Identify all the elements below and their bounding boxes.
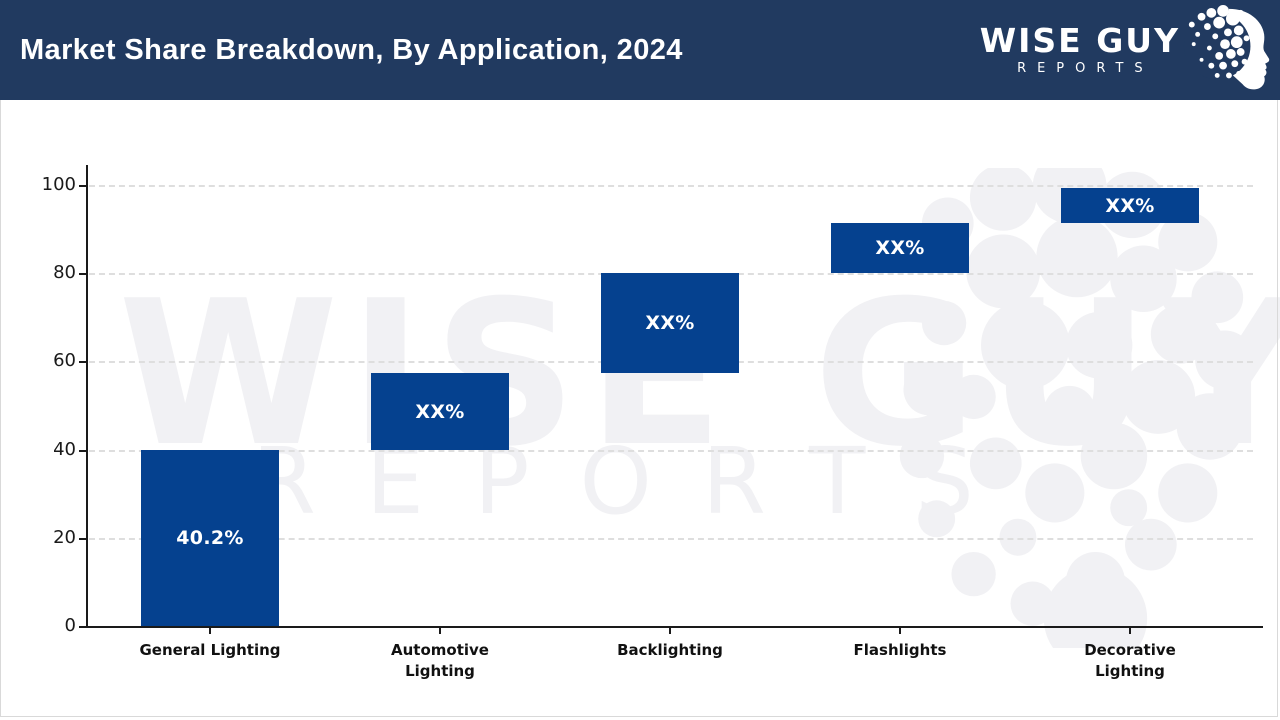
category-label-automotive-lighting: Automotive Lighting — [391, 641, 489, 680]
bar-decorative-lighting: XX% — [1061, 187, 1199, 224]
y-tick-label-40: 40 — [53, 438, 76, 460]
bar-automotive-lighting: XX% — [371, 373, 509, 450]
category-label-general-lighting: General Lighting — [139, 641, 281, 659]
x-axis-tick-backlighting — [669, 628, 671, 634]
category-label-backlighting: Backlighting — [617, 641, 723, 659]
brand-logo-wiseguy: WISE GUY — [979, 21, 1180, 60]
bar-general-lighting: 40.2% — [141, 449, 279, 627]
x-axis-tick-flashlights — [899, 628, 901, 634]
brand-logo: WISE GUY REPORTS — [980, 4, 1270, 96]
y-tick-label-0: 0 — [64, 615, 76, 636]
header: Market Share Breakdown, By Application, … — [0, 0, 1280, 100]
brand-logo-text: WISE GUY REPORTS — [979, 21, 1180, 77]
card-border-left — [0, 100, 1, 717]
y-axis-tick-40 — [79, 449, 87, 452]
y-axis-line — [86, 165, 88, 628]
bar-label-backlighting: XX% — [645, 312, 695, 335]
bar-flashlights: XX% — [831, 223, 969, 274]
x-axis-tick-decorative-lighting — [1129, 628, 1131, 634]
x-axis-tick-general-lighting — [209, 628, 211, 634]
bar-label-decorative-lighting: XX% — [1105, 194, 1155, 217]
category-label-decorative-lighting: Decorative Lighting — [1084, 641, 1176, 680]
x-axis-line — [86, 626, 1263, 628]
category-label-flashlights: Flashlights — [853, 641, 947, 659]
page-title: Market Share Breakdown, By Application, … — [20, 33, 683, 66]
card-border-bottom — [0, 716, 1278, 717]
bar-label-automotive-lighting: XX% — [415, 400, 465, 423]
y-axis-tick-20 — [79, 537, 87, 540]
y-tick-label-20: 20 — [53, 526, 76, 548]
bar-label-general-lighting: 40.2% — [176, 527, 244, 550]
gridline-20 — [89, 537, 1253, 540]
gridline-100 — [89, 185, 1253, 187]
y-tick-label-100: 100 — [41, 174, 76, 195]
brand-logo-head-icon — [1183, 5, 1270, 90]
brand-logo-reports: REPORTS — [1017, 61, 1154, 76]
bar-label-flashlights: XX% — [875, 237, 925, 260]
x-axis-tick-automotive-lighting — [439, 628, 441, 634]
y-tick-label-80: 80 — [53, 262, 76, 284]
bar-backlighting: XX% — [601, 273, 739, 374]
y-axis-tick-0 — [79, 626, 87, 628]
y-axis-tick-80 — [79, 273, 87, 276]
gridline-40 — [89, 449, 1253, 452]
card-border-right — [1277, 100, 1278, 717]
y-axis-tick-60 — [79, 361, 87, 364]
y-tick-label-60: 60 — [53, 350, 76, 372]
y-axis-tick-100 — [79, 185, 87, 187]
